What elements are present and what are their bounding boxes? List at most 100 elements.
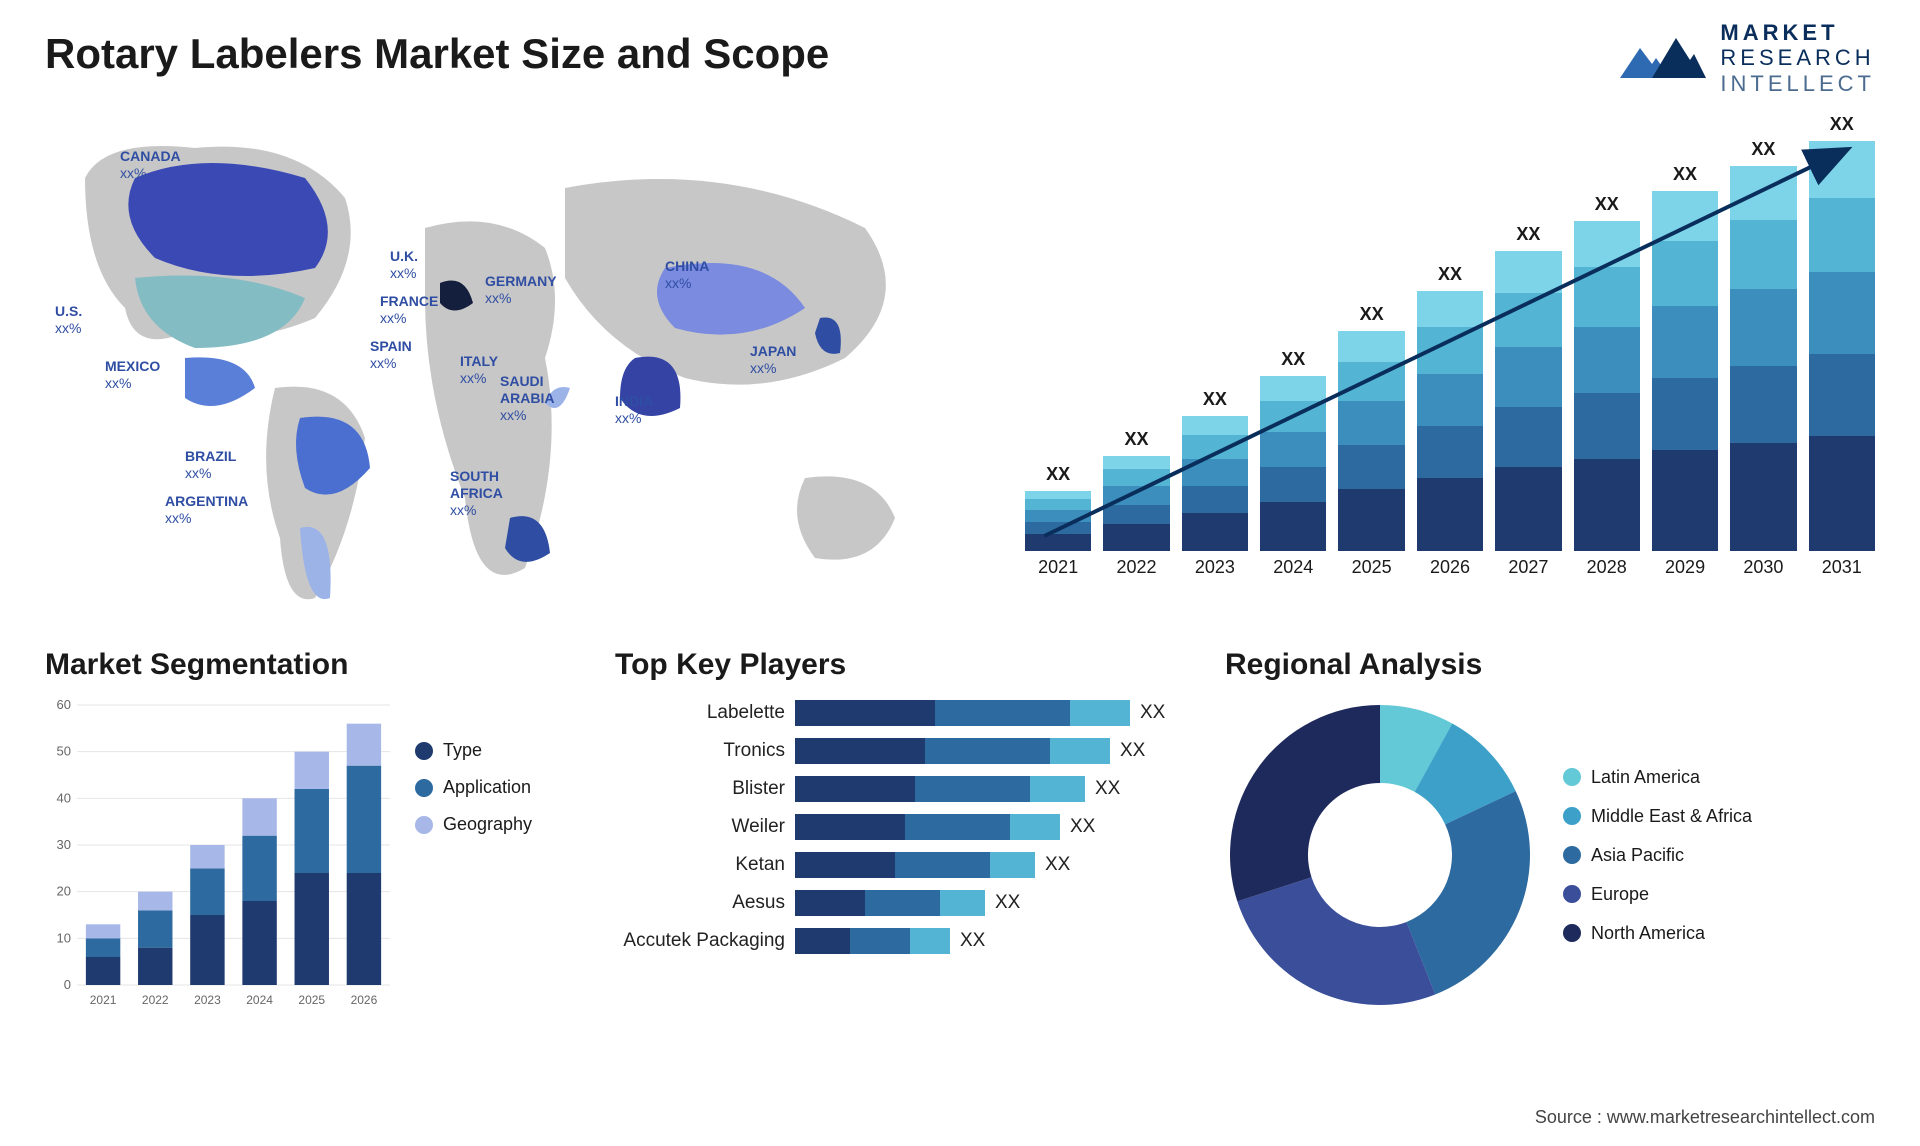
bar-segment bbox=[1574, 459, 1640, 551]
segmentation-bar-segment bbox=[138, 910, 172, 947]
map-label: CHINAxx% bbox=[665, 258, 709, 292]
bar-segment bbox=[1182, 459, 1248, 486]
key-player-row: BlisterXX bbox=[615, 776, 1195, 802]
key-player-bar bbox=[795, 738, 1110, 764]
map-label: SPAINxx% bbox=[370, 338, 412, 372]
key-player-bar bbox=[795, 814, 1060, 840]
segmentation-bar-segment bbox=[242, 798, 276, 835]
map-label: JAPANxx% bbox=[750, 343, 796, 377]
year-bar: XX2022 bbox=[1103, 429, 1169, 578]
bar-top-label: XX bbox=[1751, 139, 1775, 160]
bar-top-label: XX bbox=[1046, 464, 1070, 485]
svg-text:50: 50 bbox=[57, 744, 71, 759]
legend-item: Application bbox=[415, 777, 532, 798]
key-player-bar bbox=[795, 700, 1130, 726]
key-player-bar-segment bbox=[1010, 814, 1060, 840]
legend-label: Geography bbox=[443, 814, 532, 835]
bar-year-label: 2021 bbox=[1038, 557, 1078, 578]
bar-segment bbox=[1809, 354, 1875, 436]
bar-segment bbox=[1730, 443, 1796, 551]
key-player-value: XX bbox=[1070, 816, 1095, 838]
key-player-bar bbox=[795, 928, 950, 954]
bar-segment bbox=[1260, 376, 1326, 401]
year-bar: XX2025 bbox=[1338, 304, 1404, 578]
segmentation-bar-segment bbox=[138, 948, 172, 985]
svg-text:2023: 2023 bbox=[194, 993, 221, 1007]
legend-label: North America bbox=[1591, 923, 1705, 944]
key-player-bar-segment bbox=[865, 890, 940, 916]
key-player-bar-segment bbox=[850, 928, 910, 954]
bar-segment bbox=[1260, 502, 1326, 551]
segmentation-bar-segment bbox=[295, 789, 329, 873]
key-player-value: XX bbox=[995, 892, 1020, 914]
bar-segment bbox=[1025, 534, 1091, 551]
bar-segment bbox=[1652, 378, 1718, 450]
map-label: SOUTHAFRICAxx% bbox=[450, 468, 503, 518]
bar-segment bbox=[1730, 220, 1796, 289]
bar-top-label: XX bbox=[1203, 389, 1227, 410]
bar-year-label: 2029 bbox=[1665, 557, 1705, 578]
year-bar: XX2027 bbox=[1495, 224, 1561, 578]
key-player-name: Aesus bbox=[615, 892, 785, 914]
bar-segment bbox=[1574, 393, 1640, 459]
segmentation-bar-segment bbox=[190, 915, 224, 985]
bar-segment bbox=[1417, 478, 1483, 551]
key-player-bar bbox=[795, 890, 985, 916]
logo-text: MARKET RESEARCH INTELLECT bbox=[1720, 20, 1875, 96]
bar-top-label: XX bbox=[1360, 304, 1384, 325]
bar-segment bbox=[1338, 331, 1404, 362]
key-player-bar-segment bbox=[925, 738, 1050, 764]
segmentation-bar-segment bbox=[242, 901, 276, 985]
key-player-row: LabeletteXX bbox=[615, 700, 1195, 726]
segmentation-title: Market Segmentation bbox=[45, 648, 585, 682]
legend-dot-icon bbox=[1563, 807, 1581, 825]
bar-segment bbox=[1652, 191, 1718, 241]
bar-segment bbox=[1338, 489, 1404, 551]
year-bar: XX2029 bbox=[1652, 164, 1718, 578]
bar-segment bbox=[1809, 436, 1875, 551]
key-player-value: XX bbox=[1045, 854, 1070, 876]
segmentation-bar-segment bbox=[347, 724, 381, 766]
svg-text:40: 40 bbox=[57, 790, 71, 805]
bar-segment bbox=[1652, 450, 1718, 551]
svg-text:2024: 2024 bbox=[246, 993, 273, 1007]
year-bar: XX2023 bbox=[1182, 389, 1248, 578]
regional-donut-chart bbox=[1225, 700, 1535, 1010]
key-player-value: XX bbox=[1095, 778, 1120, 800]
bar-segment bbox=[1417, 327, 1483, 374]
bar-segment bbox=[1495, 251, 1561, 293]
segmentation-bar-segment bbox=[86, 924, 120, 938]
logo-line2: RESEARCH bbox=[1720, 45, 1875, 70]
legend-item: Latin America bbox=[1563, 767, 1752, 788]
year-bar: XX2028 bbox=[1574, 194, 1640, 578]
key-player-value: XX bbox=[1120, 740, 1145, 762]
regional-title: Regional Analysis bbox=[1225, 648, 1875, 682]
bar-segment bbox=[1417, 291, 1483, 327]
key-player-value: XX bbox=[960, 930, 985, 952]
svg-text:30: 30 bbox=[57, 837, 71, 852]
key-player-name: Ketan bbox=[615, 854, 785, 876]
map-label: INDIAxx% bbox=[615, 393, 653, 427]
key-player-name: Weiler bbox=[615, 816, 785, 838]
bar-segment bbox=[1495, 347, 1561, 407]
bar-segment bbox=[1260, 467, 1326, 502]
bar-segment bbox=[1338, 445, 1404, 489]
legend-item: Europe bbox=[1563, 884, 1752, 905]
legend-label: Type bbox=[443, 740, 482, 761]
key-player-bar-segment bbox=[795, 928, 850, 954]
svg-text:10: 10 bbox=[57, 930, 71, 945]
map-label: SAUDIARABIAxx% bbox=[500, 373, 554, 423]
key-players-title: Top Key Players bbox=[615, 648, 1195, 682]
map-label: FRANCExx% bbox=[380, 293, 438, 327]
segmentation-bar-segment bbox=[295, 873, 329, 985]
map-label: MEXICOxx% bbox=[105, 358, 160, 392]
key-player-bar bbox=[795, 852, 1035, 878]
bar-segment bbox=[1417, 426, 1483, 478]
bar-year-label: 2027 bbox=[1508, 557, 1548, 578]
bar-top-label: XX bbox=[1438, 264, 1462, 285]
bar-segment bbox=[1652, 306, 1718, 378]
key-player-bar-segment bbox=[895, 852, 990, 878]
bar-segment bbox=[1025, 499, 1091, 510]
legend-item: Middle East & Africa bbox=[1563, 806, 1752, 827]
segmentation-bar-segment bbox=[86, 957, 120, 985]
